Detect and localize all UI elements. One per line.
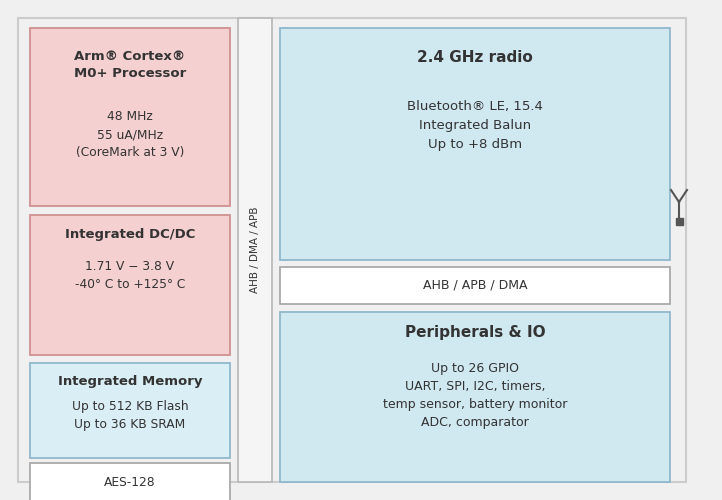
Text: Arm® Cortex®
M0+ Processor: Arm® Cortex® M0+ Processor: [74, 50, 186, 80]
Bar: [280, 267, 670, 304]
Text: Up to 512 KB Flash
Up to 36 KB SRAM: Up to 512 KB Flash Up to 36 KB SRAM: [71, 400, 188, 431]
Bar: [238, 18, 272, 482]
Text: Integrated Memory: Integrated Memory: [58, 375, 202, 388]
Text: Up to 26 GPIO
UART, SPI, I2C, timers,
temp sensor, battery monitor
ADC, comparat: Up to 26 GPIO UART, SPI, I2C, timers, te…: [383, 362, 567, 429]
Bar: [30, 363, 230, 458]
Text: Integrated DC/DC: Integrated DC/DC: [65, 228, 195, 241]
Bar: [676, 218, 683, 225]
Text: 1.71 V − 3.8 V
-40° C to +125° C: 1.71 V − 3.8 V -40° C to +125° C: [75, 260, 185, 291]
Text: AES-128: AES-128: [104, 476, 156, 488]
Bar: [30, 28, 230, 206]
Text: Peripherals & IO: Peripherals & IO: [405, 325, 545, 340]
Text: 48 MHz
55 uA/MHz
(CoreMark at 3 V): 48 MHz 55 uA/MHz (CoreMark at 3 V): [76, 110, 184, 159]
Text: Bluetooth® LE, 15.4
Integrated Balun
Up to +8 dBm: Bluetooth® LE, 15.4 Integrated Balun Up …: [407, 100, 543, 151]
Text: AHB / APB / DMA: AHB / APB / DMA: [423, 278, 527, 291]
Bar: [280, 28, 670, 260]
Bar: [30, 463, 230, 500]
Bar: [280, 312, 670, 482]
Bar: [30, 215, 230, 355]
Text: 2.4 GHz radio: 2.4 GHz radio: [417, 50, 533, 65]
Text: AHB / DMA / APB: AHB / DMA / APB: [250, 207, 260, 293]
